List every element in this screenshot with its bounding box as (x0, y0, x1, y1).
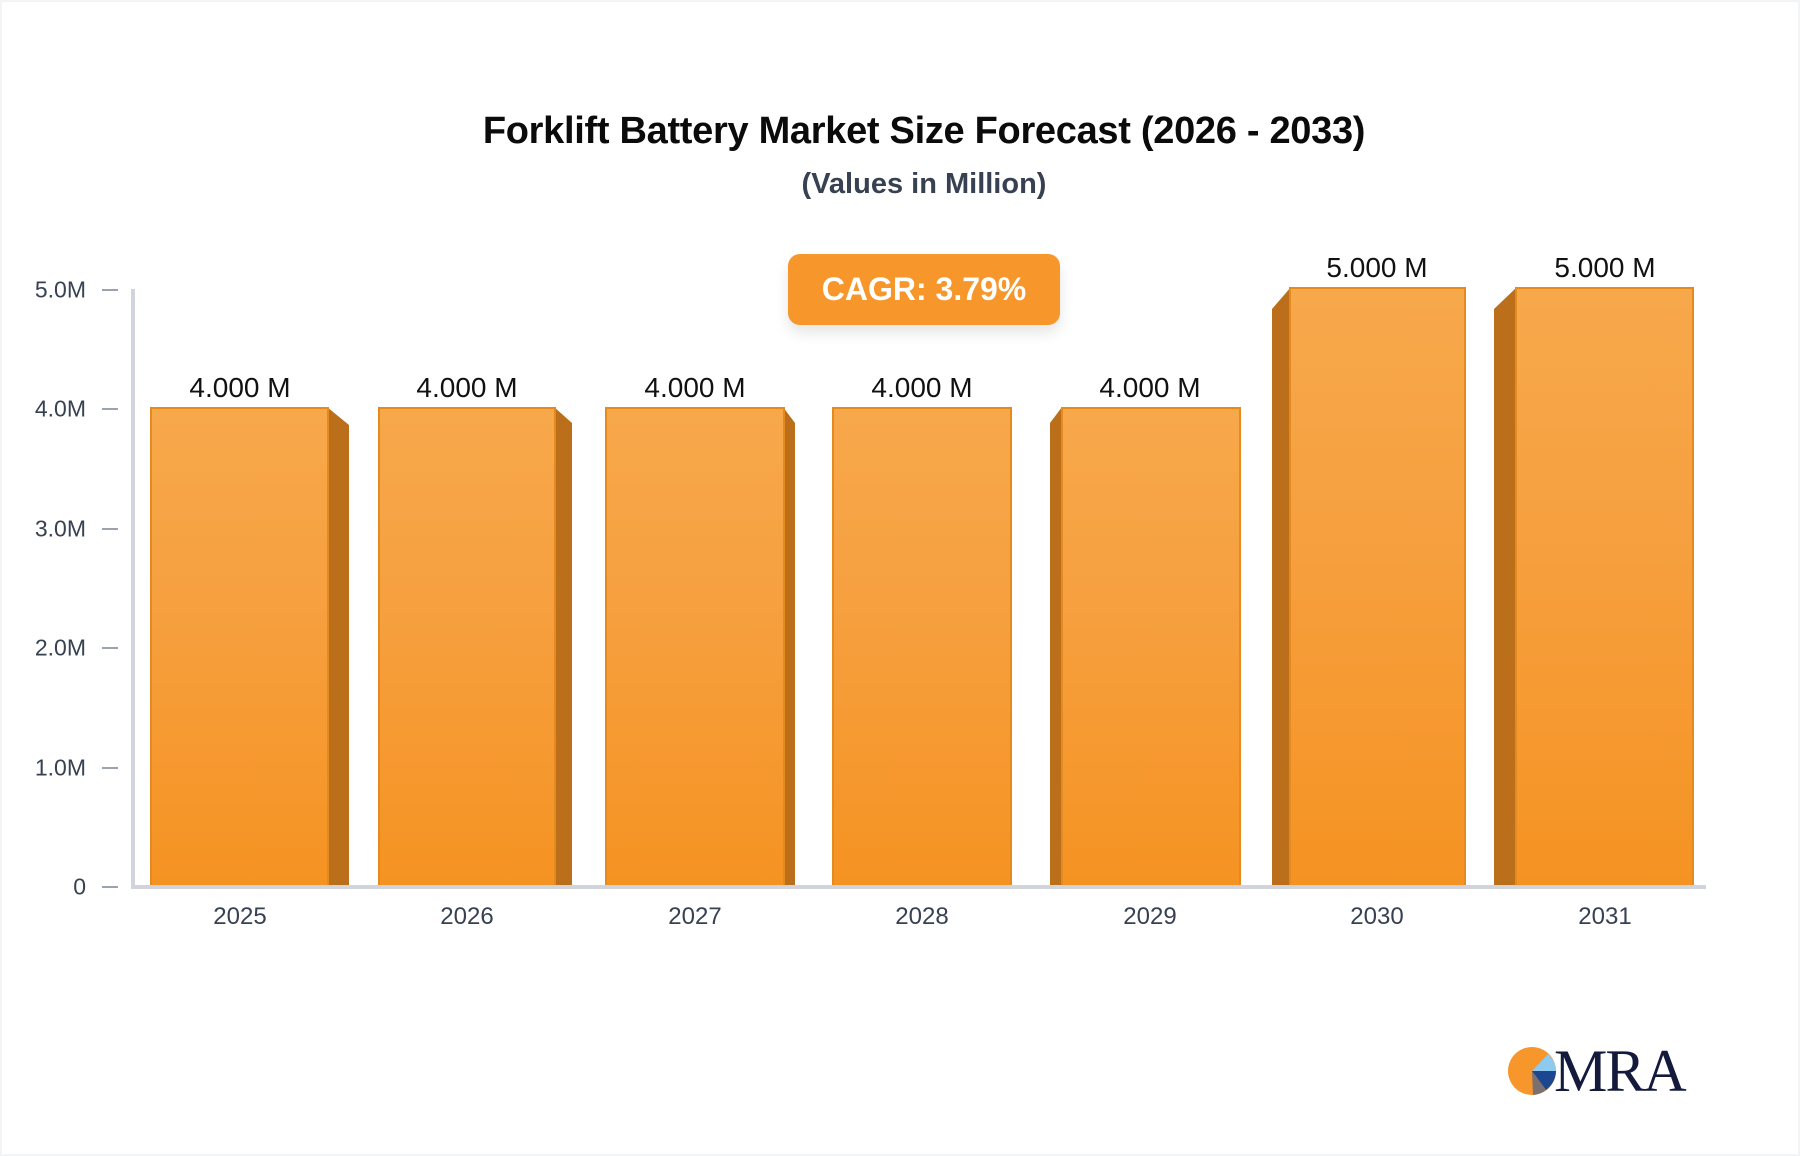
bar-side-face (1272, 287, 1291, 885)
x-tick-label: 2027 (668, 903, 722, 930)
x-tick-label: 2029 (1123, 903, 1177, 930)
chart-title: Forklift Battery Market Size Forecast (2… (482, 110, 1366, 152)
y-tick-label: 5.0M (34, 276, 86, 303)
bar-value-label: 4.000 M (871, 372, 973, 403)
bar-side-face (783, 407, 795, 885)
x-axis-line (131, 885, 1706, 889)
bar-value-label: 4.000 M (416, 372, 518, 403)
pie-chart-logo-icon (1508, 1047, 1556, 1095)
bar-value-label: 4.000 M (1099, 372, 1201, 403)
x-tick-label: 2030 (1350, 903, 1404, 930)
y-tick-mark (102, 289, 118, 291)
y-tick-label: 0 (73, 873, 86, 900)
y-tick-mark (102, 886, 118, 888)
y-tick-mark (102, 647, 118, 650)
bar-side-face (554, 407, 572, 885)
bar-front-face (1061, 407, 1241, 885)
bar-value-label: 4.000 M (189, 372, 291, 403)
bar-side-face (327, 407, 349, 885)
chart-subtitle: (Values in Million) (801, 168, 1047, 200)
bar-value-label: 5.000 M (1326, 252, 1428, 283)
y-axis-line (131, 289, 135, 889)
bar-value-label: 5.000 M (1554, 252, 1656, 283)
y-tick-label: 1.0M (34, 754, 86, 781)
bar-front-face (378, 407, 556, 885)
y-tick-label: 3.0M (34, 515, 86, 542)
y-tick-label: 2.0M (34, 634, 86, 661)
bar-front-face (832, 407, 1012, 885)
x-tick-label: 2031 (1578, 903, 1632, 930)
bar-front-face (1289, 287, 1466, 885)
bar-side-face (1494, 287, 1517, 885)
bar-value-label: 4.000 M (644, 372, 746, 403)
bar-front-face (605, 407, 785, 885)
mra-logo: MRA (1506, 1038, 1696, 1104)
y-tick-label: 4.0M (34, 395, 86, 422)
bar-side-face (1050, 407, 1062, 885)
x-tick-label: 2026 (440, 903, 494, 930)
y-tick-mark (102, 766, 118, 769)
x-tick-label: 2028 (895, 903, 949, 930)
y-tick-mark (102, 527, 118, 530)
logo-text: MRA (1554, 1038, 1687, 1104)
cagr-badge: CAGR: 3.79% (788, 254, 1060, 325)
cagr-badge-label: CAGR: 3.79% (821, 271, 1027, 307)
y-tick-mark (102, 408, 118, 411)
bar-front-face (1515, 287, 1694, 885)
x-tick-label: 2025 (213, 903, 267, 930)
bar-front-face (150, 407, 329, 885)
